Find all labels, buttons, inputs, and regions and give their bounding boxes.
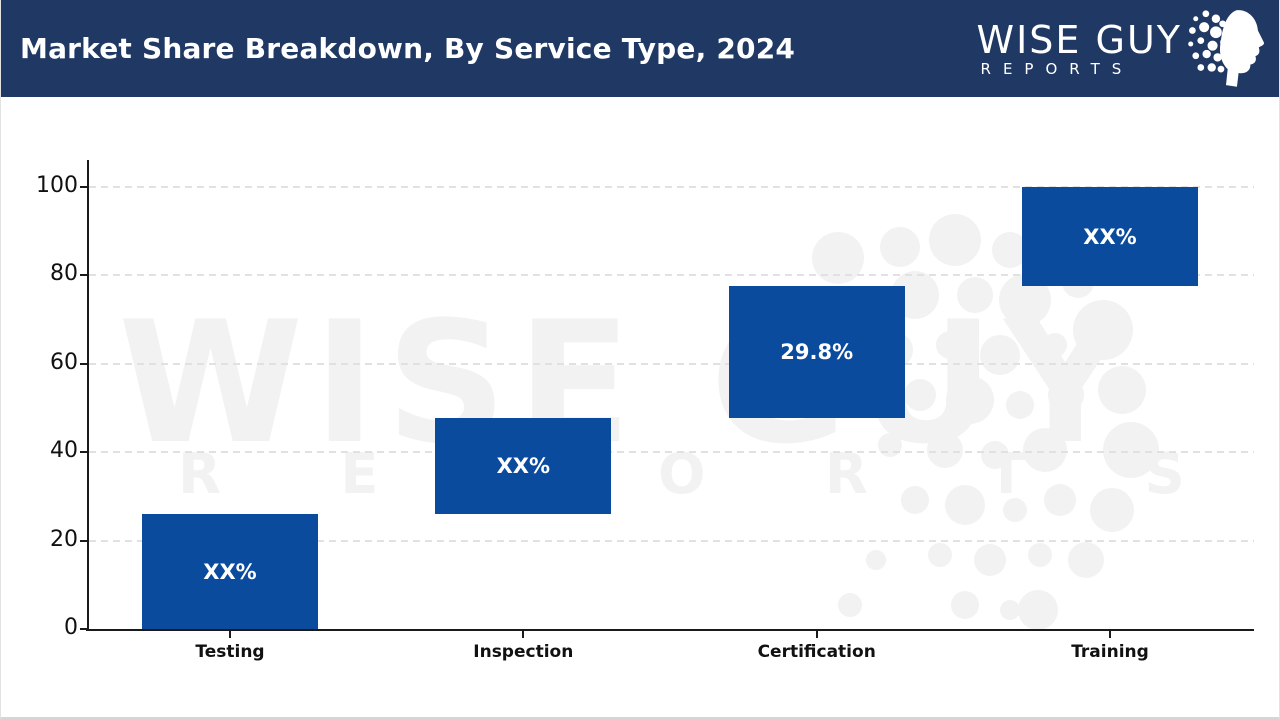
- ytick-label-20: 20: [50, 526, 78, 552]
- ytick-label-40: 40: [50, 438, 78, 464]
- gridline-y20: [89, 539, 1254, 542]
- logo-wordmark: WISE GUY: [976, 17, 1182, 62]
- ytick-mark-40: [80, 451, 88, 454]
- dotted-face-icon: [1188, 9, 1265, 87]
- ytick-label-60: 60: [50, 349, 78, 375]
- page-title: Market Share Breakdown, By Service Type,…: [20, 32, 796, 65]
- bar-value-label: XX%: [496, 454, 551, 479]
- ytick-label-100: 100: [36, 173, 78, 198]
- xtick-mark-0: [229, 631, 231, 638]
- gridline-y40: [89, 451, 1254, 454]
- gridline-y60: [89, 362, 1254, 365]
- brand-logo: WISE GUY REPORTS: [977, 5, 1280, 93]
- bar-value-label: XX%: [1083, 224, 1137, 249]
- ytick-label-0: 0: [64, 615, 78, 640]
- xtick-mark-3: [1109, 631, 1111, 638]
- gridline-y100: [89, 186, 1254, 188]
- xtick-label-0: Testing: [195, 642, 265, 662]
- bar-value-label: XX%: [203, 559, 257, 584]
- bar-certification: 29.8%: [728, 286, 905, 419]
- logo-text: WISE GUY REPORTS: [977, 21, 1182, 77]
- xtick-label-1: Inspection: [473, 642, 574, 662]
- ytick-mark-0: [80, 628, 88, 630]
- bar-training: XX%: [1022, 187, 1198, 287]
- bar-testing: XX%: [142, 514, 318, 629]
- ytick-mark-20: [80, 539, 88, 542]
- x-axis-spine: [86, 629, 1254, 631]
- logo-subtext: REPORTS: [980, 59, 1134, 78]
- header-bar: Market Share Breakdown, By Service Type,…: [0, 0, 1280, 97]
- watermark-dot-head-icon: [812, 214, 1159, 630]
- gridline-y80: [89, 274, 1254, 277]
- xtick-mark-2: [815, 631, 818, 638]
- ytick-label-80: 80: [50, 261, 78, 287]
- y-axis-spine: [87, 160, 89, 631]
- bar-inspection: XX%: [435, 418, 612, 515]
- bar-value-label: 29.8%: [780, 340, 854, 365]
- ytick-mark-100: [80, 186, 88, 188]
- xtick-label-3: Training: [1071, 642, 1149, 662]
- ytick-mark-60: [80, 362, 88, 365]
- xtick-mark-1: [522, 631, 525, 638]
- ytick-mark-80: [80, 274, 88, 277]
- xtick-label-2: Certification: [757, 642, 876, 662]
- chart-area: WISE GUY R E P O R T S 0 20 40 60 80 100 XX% Te…: [0, 97, 1280, 720]
